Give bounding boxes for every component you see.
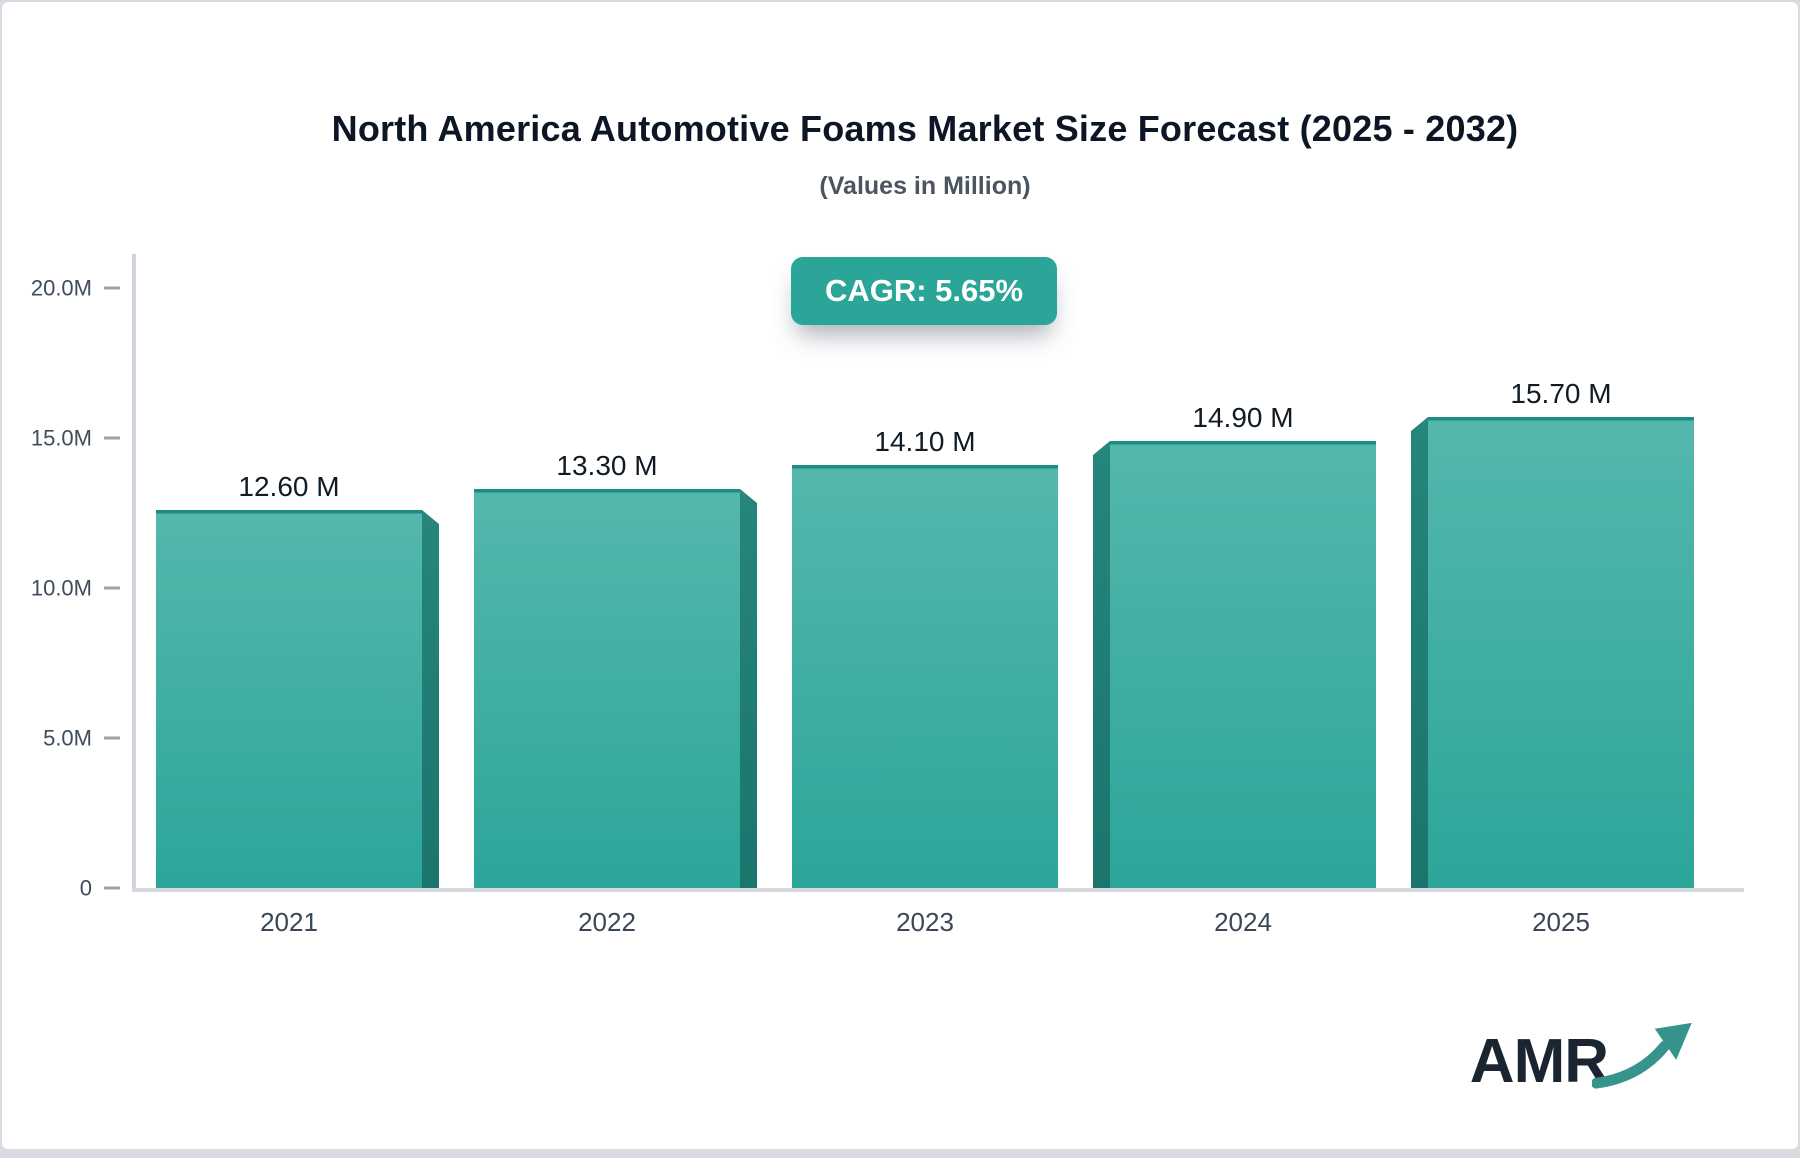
y-axis-tick-label: 10.0M [31,576,92,601]
amr-logo: AMR [1470,1019,1700,1093]
bar-top-edge [1110,441,1376,445]
y-axis-tick [104,886,120,890]
bar-value-label: 13.30 M [556,450,657,481]
x-axis-category-label: 2022 [578,907,636,937]
bar [474,489,740,888]
x-axis-category-label: 2021 [260,907,318,937]
bar [156,510,422,888]
x-axis-line [132,888,1744,892]
cagr-badge-label: CAGR: 5.65% [824,273,1024,308]
bar-value-label: 12.60 M [238,471,339,502]
bar-top-edge [1428,417,1694,421]
bar-value-label: 14.90 M [1192,402,1293,433]
chart-title: North America Automotive Foams Market Si… [331,108,1519,149]
chart-subtitle: (Values in Million) [819,172,1031,200]
x-axis-category-label: 2025 [1532,907,1590,937]
cagr-badge: CAGR: 5.65% [791,257,1057,325]
bar [792,465,1058,888]
bar-top-edge [474,489,740,493]
bar-side-panel [1411,417,1428,888]
x-axis-category-label: 2024 [1214,907,1272,937]
y-axis-tick [104,286,120,290]
bar-value-label: 14.10 M [874,426,975,457]
trend-up-arrow-icon [1592,1022,1692,1089]
y-axis-tick-label: 0 [80,876,92,901]
y-axis-tick-label: 20.0M [31,276,92,301]
y-axis-tick-label: 5.0M [43,726,92,751]
bar-value-label: 15.70 M [1510,378,1611,409]
y-axis-line [132,254,136,892]
x-axis-category-label: 2023 [896,907,954,937]
bar-side-panel [740,489,757,888]
bar [1110,441,1376,888]
bar-side-panel [1093,441,1110,888]
bar-top-edge [792,465,1058,469]
y-axis-tick [104,436,120,440]
amr-logo-text: AMR [1469,1027,1609,1096]
bar-top-edge [156,510,422,514]
y-axis-tick [104,586,120,590]
bar [1428,417,1694,888]
y-axis-tick [104,736,120,740]
y-axis-tick-label: 15.0M [31,426,92,451]
bar-side-panel [422,510,439,888]
